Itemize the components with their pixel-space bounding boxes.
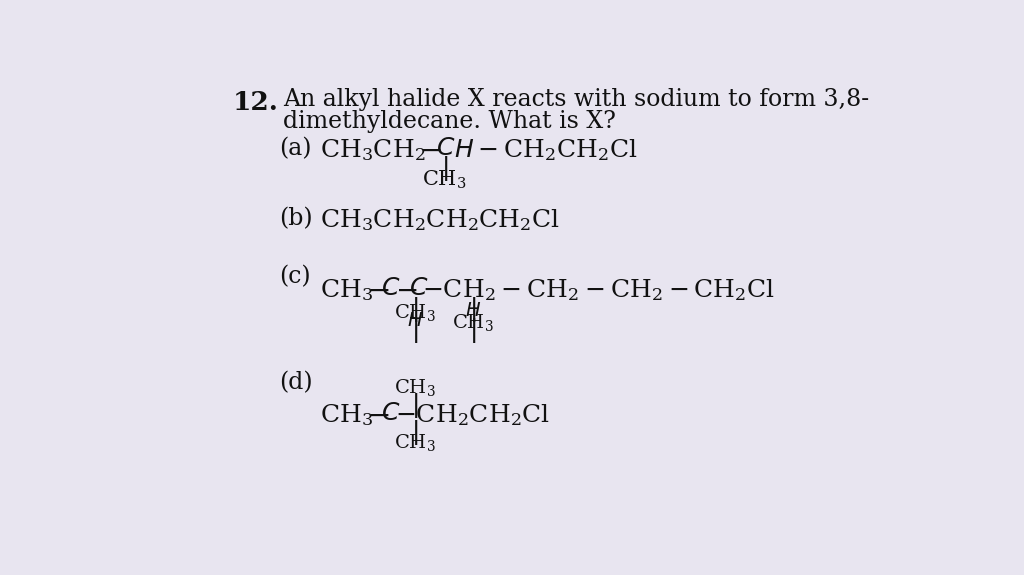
Text: $|$: $|$ (469, 316, 476, 345)
Text: $H$: $H$ (407, 312, 423, 329)
Text: $C$: $C$ (381, 402, 400, 425)
Text: $\mathregular{CH_3}$: $\mathregular{CH_3}$ (394, 432, 435, 453)
Text: $\mathregular{CH_3}$: $\mathregular{CH_3}$ (394, 302, 435, 323)
Text: $-$: $-$ (394, 277, 417, 304)
Text: $\mathregular{CH_3}$: $\mathregular{CH_3}$ (422, 168, 467, 191)
Text: $-\mathregular{CH_2CH_2Cl}$: $-\mathregular{CH_2CH_2Cl}$ (395, 402, 551, 428)
Text: An alkyl halide X reacts with sodium to form 3,8-: An alkyl halide X reacts with sodium to … (283, 88, 869, 111)
Text: $\mathregular{CH_3CH_2}$: $\mathregular{CH_3CH_2}$ (321, 137, 426, 163)
Text: $C$: $C$ (435, 137, 455, 160)
Text: $|$: $|$ (440, 155, 447, 183)
Text: $|$: $|$ (411, 418, 419, 447)
Text: dimethyldecane. What is X?: dimethyldecane. What is X? (283, 110, 615, 133)
Text: (b): (b) (280, 208, 312, 231)
Text: $|$: $|$ (411, 294, 419, 324)
Text: (c): (c) (280, 265, 310, 288)
Text: $-$: $-$ (420, 137, 441, 164)
Text: $|$: $|$ (411, 391, 419, 420)
Text: $\mathregular{CH_3}$: $\mathregular{CH_3}$ (321, 402, 373, 428)
Text: $-$: $-$ (367, 402, 389, 428)
Text: $\mathregular{CH_3CH_2CH_2CH_2Cl}$: $\mathregular{CH_3CH_2CH_2CH_2Cl}$ (321, 208, 560, 233)
Text: $\mathregular{CH_3}$: $\mathregular{CH_3}$ (394, 377, 435, 398)
Text: $|$: $|$ (411, 316, 419, 345)
Text: $\mathregular{CH_3}$: $\mathregular{CH_3}$ (321, 277, 373, 303)
Text: (d): (d) (280, 371, 312, 394)
Text: $C$: $C$ (381, 277, 400, 300)
Text: $-\mathregular{CH_2}-\mathregular{CH_2}-\mathregular{CH_2}-\mathregular{CH_2Cl}$: $-\mathregular{CH_2}-\mathregular{CH_2}-… (423, 277, 775, 303)
Text: $H-\mathregular{CH_2CH_2Cl}$: $H-\mathregular{CH_2CH_2Cl}$ (454, 137, 637, 163)
Text: 12.: 12. (232, 90, 279, 115)
Text: $H$: $H$ (465, 302, 481, 320)
Text: $\mathregular{CH_3}$: $\mathregular{CH_3}$ (452, 312, 494, 332)
Text: $|$: $|$ (469, 294, 476, 324)
Text: $C$: $C$ (410, 277, 429, 300)
Text: $-$: $-$ (367, 277, 389, 304)
Text: (a): (a) (280, 137, 311, 160)
